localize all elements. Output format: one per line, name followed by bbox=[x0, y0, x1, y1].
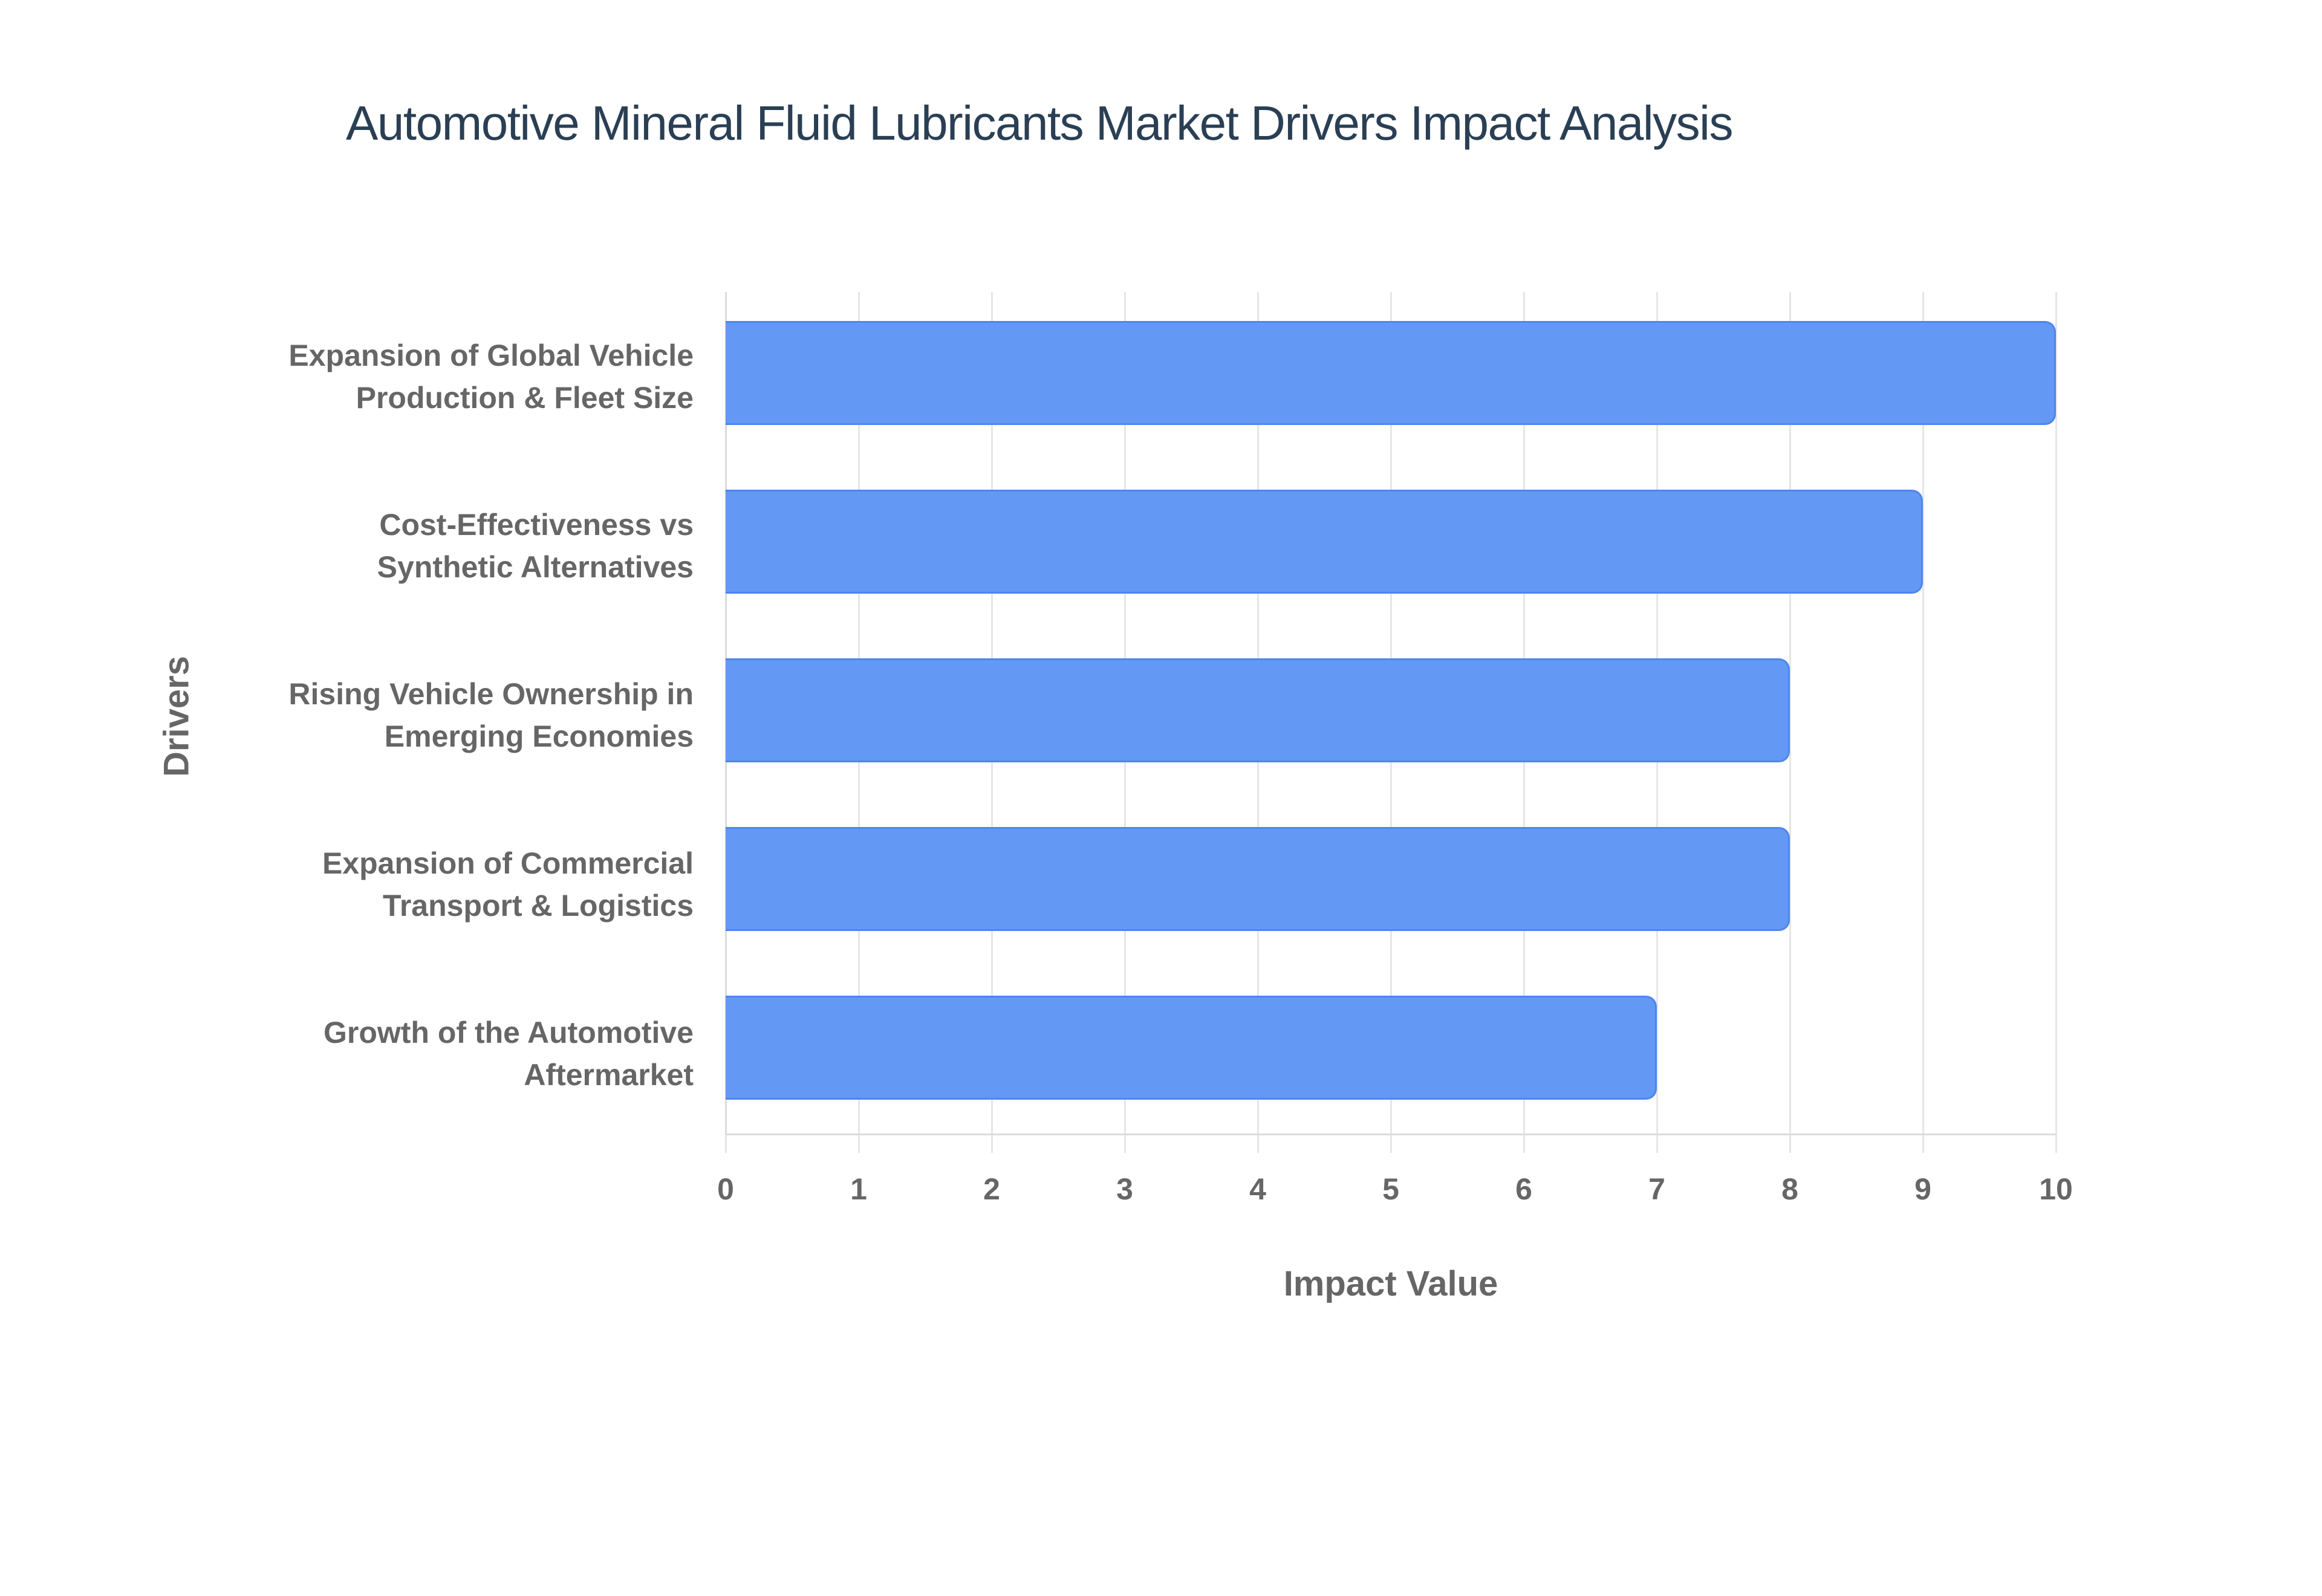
category-label-line: Aftermarket bbox=[524, 1058, 694, 1092]
gridline bbox=[1789, 292, 1791, 1153]
x-tick-label: 6 bbox=[1515, 1172, 1532, 1206]
bar[interactable] bbox=[726, 658, 1790, 762]
bar[interactable] bbox=[726, 321, 2056, 426]
category-label-line: Expansion of Commercial bbox=[322, 846, 694, 880]
category-label: Expansion of Global Vehicle Production &… bbox=[149, 334, 694, 419]
x-tick-label: 0 bbox=[717, 1172, 734, 1206]
x-tick-label: 10 bbox=[2039, 1172, 2073, 1206]
category-label-line: Growth of the Automotive bbox=[324, 1016, 694, 1049]
x-tick-label: 1 bbox=[850, 1172, 867, 1206]
category-label-line: Expansion of Global Vehicle bbox=[288, 339, 694, 372]
category-label-line: Rising Vehicle Ownership in bbox=[288, 677, 694, 711]
x-tick-label: 7 bbox=[1648, 1172, 1665, 1206]
gridline bbox=[2055, 292, 2057, 1153]
x-tick-label: 8 bbox=[1781, 1172, 1798, 1206]
category-label: Cost-Effectiveness vs Synthetic Alternat… bbox=[149, 504, 694, 588]
x-axis-title: Impact Value bbox=[1283, 1264, 1498, 1303]
category-label-line: Transport & Logistics bbox=[383, 889, 694, 923]
category-label-line: Synthetic Alternatives bbox=[377, 550, 694, 584]
x-tick-label: 9 bbox=[1914, 1172, 1931, 1206]
category-label-line: Production & Fleet Size bbox=[356, 381, 694, 415]
category-label-line: Cost-Effectiveness vs bbox=[379, 508, 694, 542]
x-tick-label: 2 bbox=[983, 1172, 1000, 1206]
x-axis-line bbox=[726, 1134, 2056, 1135]
bar[interactable] bbox=[726, 490, 1923, 594]
x-tick-label: 5 bbox=[1382, 1172, 1399, 1206]
plot-area: 0 1 2 3 4 5 6 7 8 9 10 bbox=[717, 292, 2073, 1206]
gridline bbox=[1922, 292, 1924, 1153]
bar[interactable] bbox=[726, 826, 1790, 931]
x-tick-label: 3 bbox=[1116, 1172, 1133, 1206]
category-label: Expansion of Commercial Transport & Logi… bbox=[149, 842, 694, 927]
category-label: Growth of the Automotive Aftermarket bbox=[149, 1011, 694, 1096]
category-label-line: Emerging Economies bbox=[384, 719, 694, 753]
x-tick-label: 4 bbox=[1249, 1172, 1266, 1206]
category-label: Rising Vehicle Ownership in Emerging Eco… bbox=[149, 673, 694, 757]
bar[interactable] bbox=[726, 995, 1657, 1100]
chart-title: Automotive Mineral Fluid Lubricants Mark… bbox=[346, 96, 1733, 150]
